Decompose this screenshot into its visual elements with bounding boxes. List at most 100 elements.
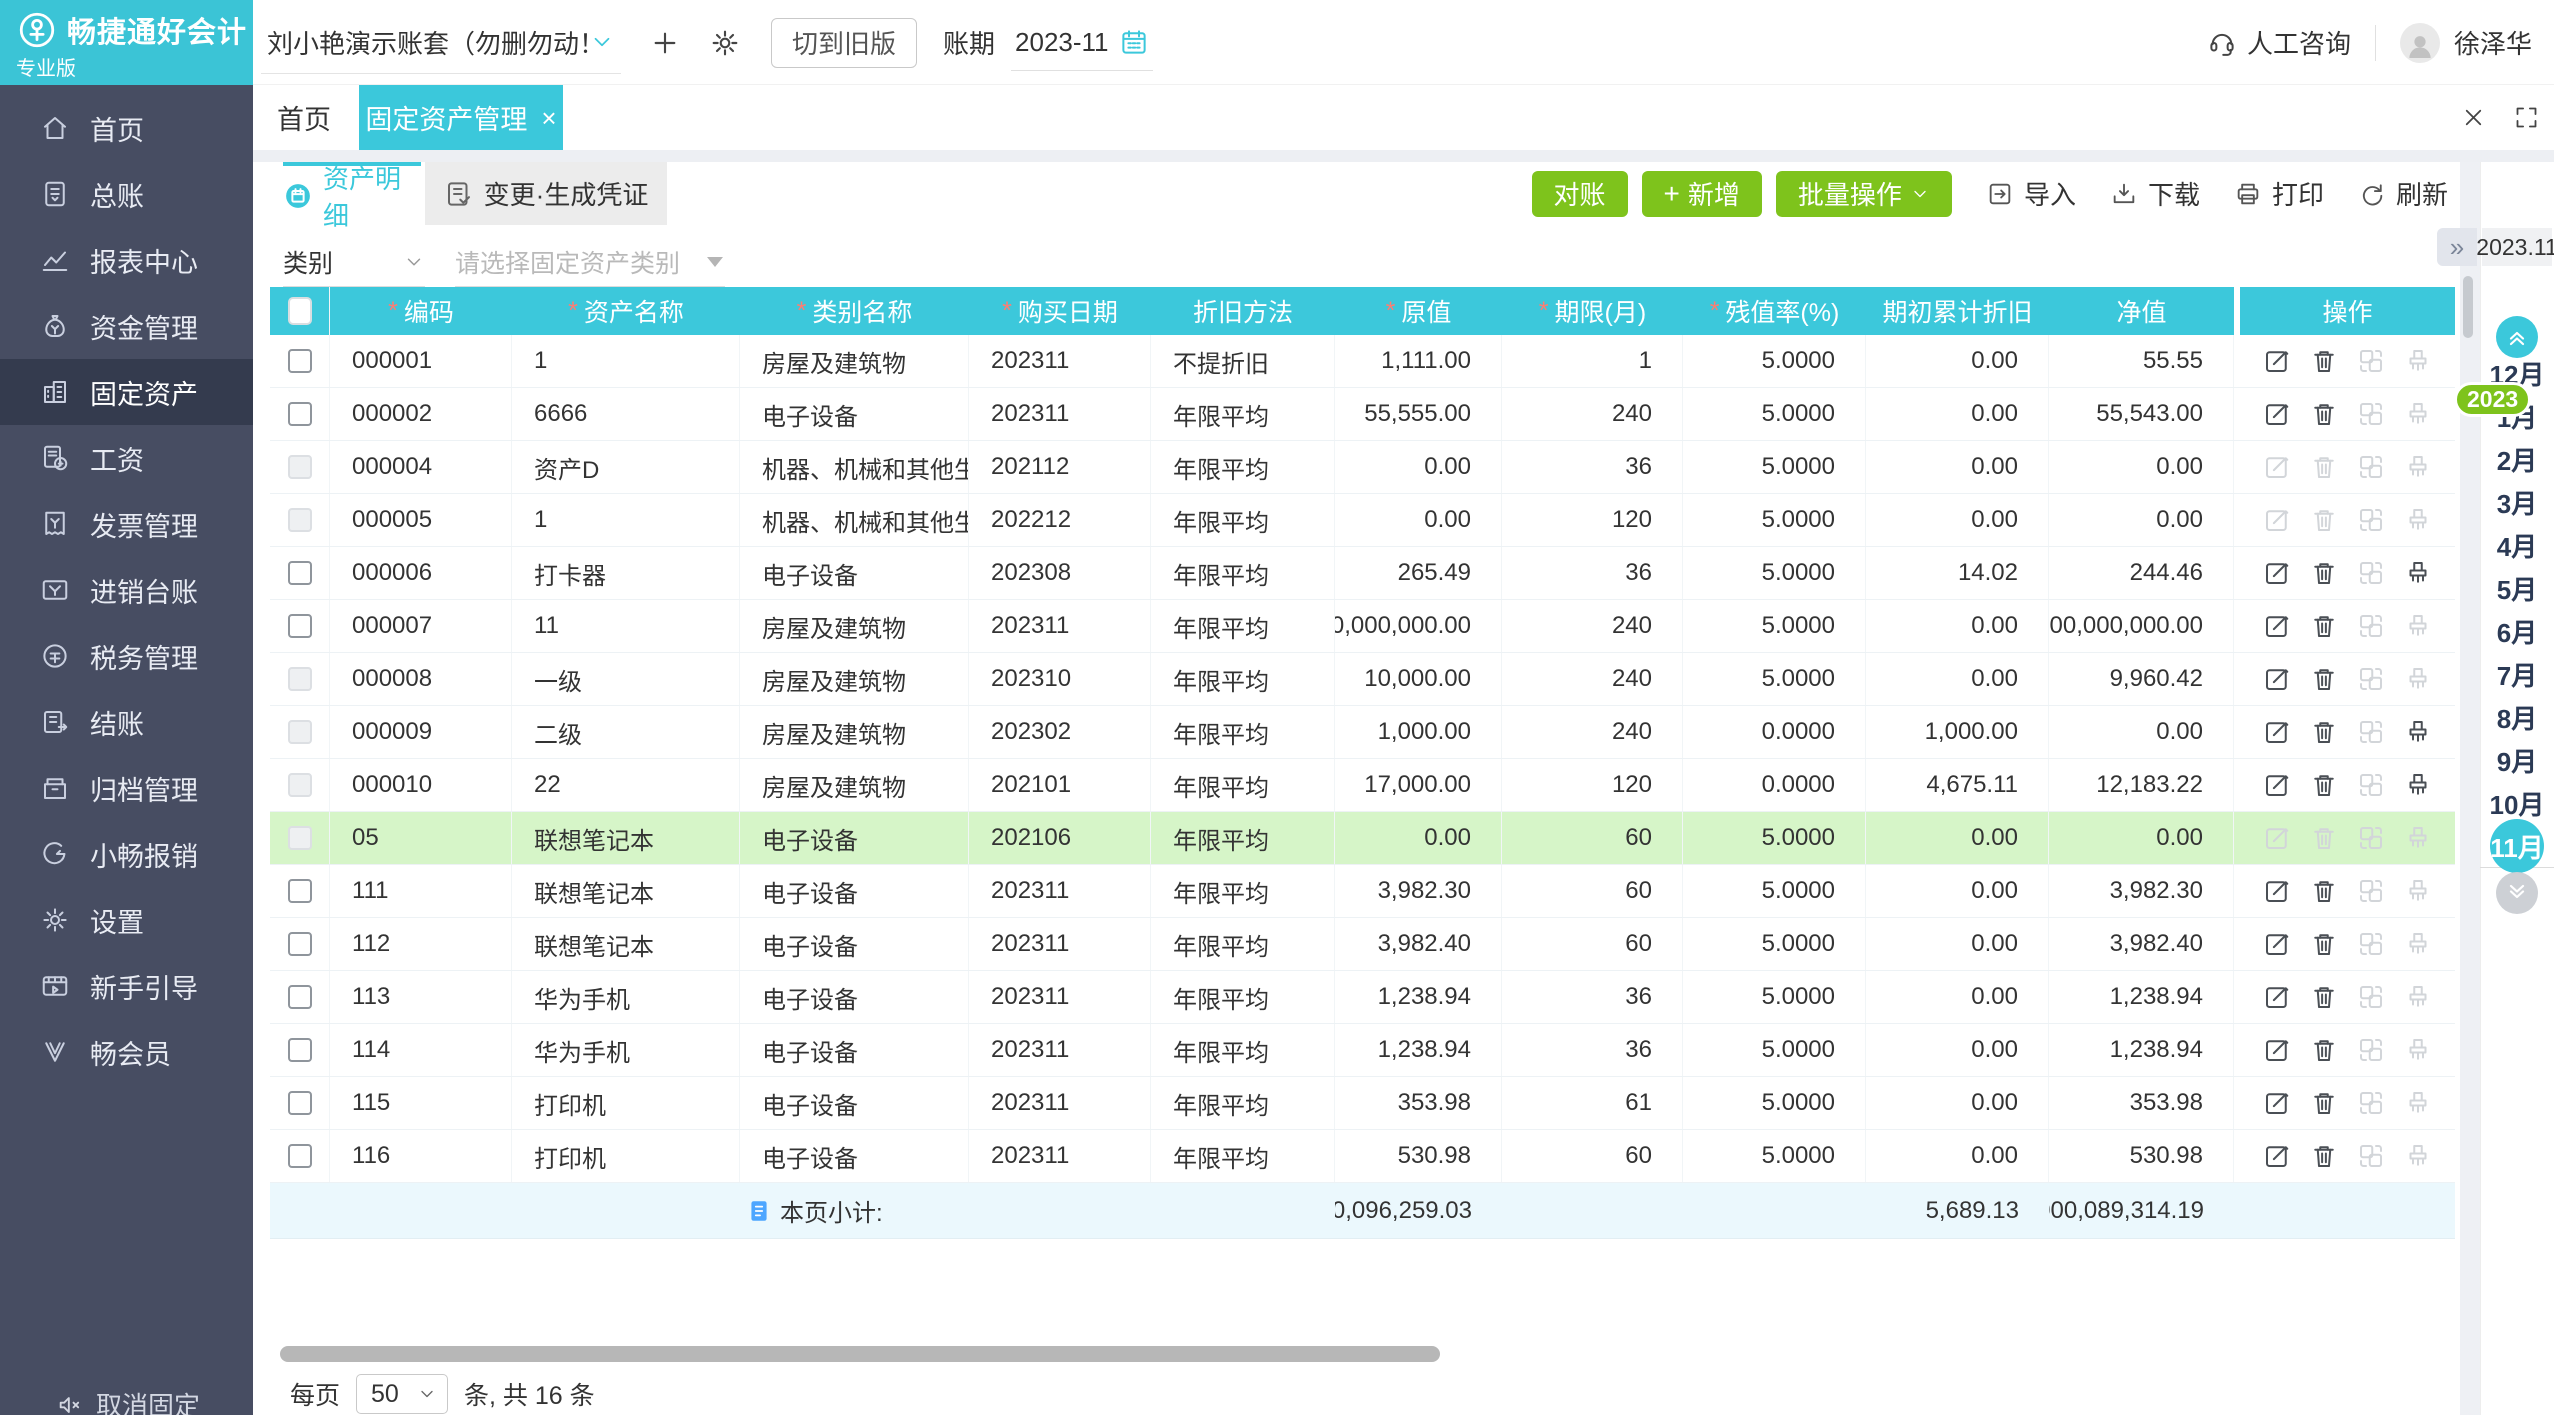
delete-icon[interactable] (2309, 611, 2339, 641)
scroll-up-icon[interactable] (2496, 316, 2538, 358)
table-row[interactable]: 000010 22 房屋及建筑物 202101 年限平均 17,000.00 120 0.00… (270, 759, 2455, 812)
table-row[interactable]: 112 联想笔记本 电子设备 202311 年限平均 3,982.40 60 5.0000 0.… (270, 918, 2455, 971)
delete-icon[interactable] (2309, 717, 2339, 747)
row-checkbox[interactable] (287, 932, 312, 956)
reconcile-button[interactable]: 对账 (1531, 170, 1628, 217)
delete-icon[interactable] (2309, 664, 2339, 694)
table-row[interactable]: 000008 一级 房屋及建筑物 202310 年限平均 10,000.00 240 5.00… (270, 653, 2455, 706)
edit-icon[interactable] (2262, 611, 2292, 641)
support-button[interactable]: 人工咨询 (2207, 24, 2351, 61)
row-checkbox[interactable] (287, 1091, 312, 1115)
table-row[interactable]: 116 打印机 电子设备 202311 年限平均 530.98 60 5.0000 0.00 53… (270, 1130, 2455, 1183)
print-button[interactable]: 打印 (2234, 175, 2324, 212)
table-row[interactable]: 000009 二级 房屋及建筑物 202302 年限平均 1,000.00 240 0.000… (270, 706, 2455, 759)
row-checkbox[interactable] (287, 349, 312, 373)
sidebar-item-settings[interactable]: 设置 (0, 887, 253, 953)
tab-home[interactable]: 首页 (277, 105, 331, 135)
row-checkbox[interactable] (287, 985, 312, 1009)
table-row[interactable]: 00000711房屋及建筑物202311年限平均1,000,000,000.00… (270, 600, 2455, 653)
per-page-select[interactable]: 50 (356, 1374, 449, 1414)
brush-icon[interactable] (2403, 717, 2433, 747)
gear-icon[interactable] (709, 27, 741, 59)
sidebar-item-salary[interactable]: 工资 (0, 425, 253, 491)
edit-icon[interactable] (2262, 558, 2292, 588)
close-icon[interactable] (2460, 104, 2487, 131)
table-row[interactable]: 05 联想笔记本 电子设备 202106 年限平均 0.00 60 5.0000 0.00 0.0… (270, 812, 2455, 865)
row-checkbox[interactable] (287, 1144, 312, 1168)
batch-actions-button[interactable]: 批量操作 (1775, 170, 1952, 217)
delete-icon[interactable] (2309, 346, 2339, 376)
calendar-month-10月[interactable]: 10月 (2489, 790, 2545, 820)
panel-collapse-button[interactable]: » (2437, 228, 2477, 266)
table-row[interactable]: 115 打印机 电子设备 202311 年限平均 353.98 61 5.0000 0.00 35… (270, 1077, 2455, 1130)
delete-icon[interactable] (2309, 982, 2339, 1012)
calendar-month-11月[interactable]: 11月 (2480, 819, 2554, 873)
edit-icon[interactable] (2262, 346, 2292, 376)
edit-icon[interactable] (2262, 717, 2292, 747)
tab-close-icon[interactable]: × (541, 102, 557, 133)
row-checkbox[interactable] (287, 1038, 312, 1062)
sidebar-item-tax[interactable]: 税务管理 (0, 623, 253, 689)
add-button[interactable]: + 新增 (1641, 170, 1762, 217)
sidebar-item-closing[interactable]: 结账 (0, 689, 253, 755)
table-row[interactable]: 000001 1 房屋及建筑物 202311 不提折旧 1,111.00 1 5.0000 0.… (270, 335, 2455, 388)
edit-icon[interactable] (2262, 929, 2292, 959)
edit-icon[interactable] (2262, 399, 2292, 429)
delete-icon[interactable] (2309, 399, 2339, 429)
delete-icon[interactable] (2309, 770, 2339, 800)
sidebar-item-funds[interactable]: 资金管理 (0, 293, 253, 359)
download-button[interactable]: 下载 (2110, 175, 2200, 212)
delete-icon[interactable] (2309, 876, 2339, 906)
sidebar-item-ledger[interactable]: 总账 (0, 161, 253, 227)
horizontal-scrollbar[interactable] (280, 1346, 1440, 1362)
calendar-month-2月[interactable]: 2月 (2496, 446, 2538, 476)
calendar-month-8月[interactable]: 8月 (2496, 704, 2538, 734)
table-row[interactable]: 114 华为手机 电子设备 202311 年限平均 1,238.94 36 5.0000 0.0… (270, 1024, 2455, 1077)
account-set-selector[interactable]: 刘小艳演示账套（勿删勿动！）1 (261, 12, 621, 74)
sidebar-item-guide[interactable]: 新手引导 (0, 953, 253, 1019)
sidebar-item-report[interactable]: 报表中心 (0, 227, 253, 293)
sidebar-item-home[interactable]: 首页 (0, 95, 253, 161)
calendar-month-5月[interactable]: 5月 (2496, 575, 2538, 605)
table-row[interactable]: 0000051机器、机械和其他生...202212年限平均0.001205.00… (270, 494, 2455, 547)
scroll-down-icon[interactable] (2496, 872, 2538, 914)
username[interactable]: 徐泽华 (2453, 29, 2532, 59)
brush-icon[interactable] (2403, 558, 2433, 588)
delete-icon[interactable] (2309, 1141, 2339, 1171)
period-selector[interactable]: 2023-11 (1011, 15, 1153, 71)
delete-icon[interactable] (2309, 558, 2339, 588)
sidebar-item-tradebook[interactable]: 进销台账 (0, 557, 253, 623)
table-row[interactable]: 113 华为手机 电子设备 202311 年限平均 1,238.94 36 5.0000 0.0… (270, 971, 2455, 1024)
table-row[interactable]: 000004资产D机器、机械和其他生...202112年限平均0.00365.0… (270, 441, 2455, 494)
vertical-scrollbar[interactable] (2463, 276, 2473, 338)
row-checkbox[interactable] (287, 561, 312, 585)
switch-old-version-button[interactable]: 切到旧版 (771, 17, 918, 68)
edit-icon[interactable] (2262, 1141, 2292, 1171)
edit-icon[interactable] (2262, 770, 2292, 800)
edit-icon[interactable] (2262, 664, 2292, 694)
calendar-month-9月[interactable]: 9月 (2496, 747, 2538, 777)
brush-icon[interactable] (2403, 770, 2433, 800)
sidebar-item-archive[interactable]: 归档管理 (0, 755, 253, 821)
sidebar-item-reimburse[interactable]: 小畅报销 (0, 821, 253, 887)
import-button[interactable]: 导入 (1986, 175, 2076, 212)
avatar[interactable] (2399, 22, 2440, 63)
refresh-button[interactable]: 刷新 (2358, 175, 2448, 212)
select-all-checkbox[interactable] (287, 297, 312, 325)
edit-icon[interactable] (2262, 876, 2292, 906)
calendar-month-3月[interactable]: 3月 (2496, 489, 2538, 519)
table-row[interactable]: 000002 6666 电子设备 202311 年限平均 55,555.00 240 5.00… (270, 388, 2455, 441)
row-checkbox[interactable] (287, 614, 312, 638)
calendar-month-7月[interactable]: 7月 (2496, 661, 2538, 691)
subtab-change-voucher[interactable]: 变更·生成凭证 (425, 162, 667, 225)
add-account-icon[interactable] (649, 27, 681, 59)
table-row[interactable]: 111 联想笔记本 电子设备 202311 年限平均 3,982.30 60 5.0000 0.… (270, 865, 2455, 918)
unpin-sidebar-button[interactable]: 取消固定 (56, 1386, 200, 1415)
delete-icon[interactable] (2309, 1088, 2339, 1118)
sidebar-item-invoice[interactable]: 发票管理 (0, 491, 253, 557)
row-checkbox[interactable] (287, 879, 312, 903)
delete-icon[interactable] (2309, 1035, 2339, 1065)
edit-icon[interactable] (2262, 1035, 2292, 1065)
fullscreen-icon[interactable] (2513, 104, 2540, 131)
edit-icon[interactable] (2262, 1088, 2292, 1118)
